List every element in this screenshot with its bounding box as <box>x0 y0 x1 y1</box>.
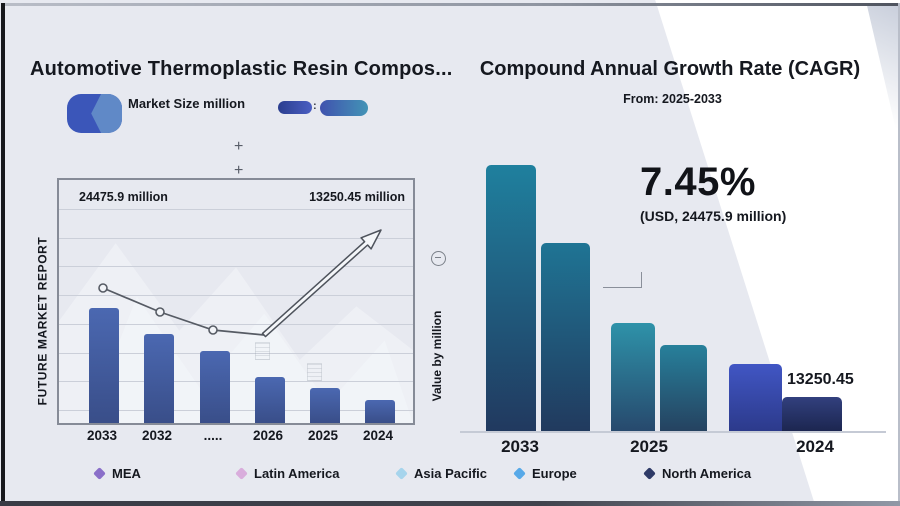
legend-label: Asia Pacific <box>414 466 487 481</box>
bar-2025 <box>310 388 340 423</box>
trend-marker <box>208 325 218 335</box>
left-chart-title: Automotive Thermoplastic Resin Compos... <box>30 58 453 80</box>
xlabel-.....: ..... <box>203 428 223 443</box>
cagr-bar <box>660 345 707 431</box>
xlabel-2033: 2033 <box>86 428 118 443</box>
bar-2033 <box>89 308 119 423</box>
watermark-icon <box>307 363 322 381</box>
cagr-summary: 7.45% (USD, 24475.9 million) <box>640 160 890 224</box>
gridline <box>59 295 413 297</box>
legend-marker-icon <box>93 467 106 480</box>
cagr-note: (USD, 24475.9 million) <box>640 208 787 224</box>
cagr-xlabel-2033: 2033 <box>501 437 539 456</box>
bar-2026 <box>255 377 285 423</box>
gridline <box>59 209 413 210</box>
zoom-out-icon[interactable] <box>431 251 446 266</box>
market-size-plot <box>59 180 413 423</box>
legend-marker-icon <box>395 467 408 480</box>
legend-item-asia-pacific: Asia Pacific <box>395 466 487 481</box>
legend-marker-icon <box>513 467 526 480</box>
cagr-xlabel-2024: 2024 <box>796 437 834 456</box>
bracket-decoration <box>603 272 642 288</box>
growth-arrow-icon <box>261 229 382 338</box>
bar-2032 <box>144 334 174 423</box>
x-axis-line <box>460 431 886 433</box>
market-size-chart: 24475.9 million 13250.45 million <box>57 178 415 425</box>
cagr-bar <box>611 323 655 431</box>
gridline <box>59 323 413 325</box>
trend-marker <box>155 307 165 317</box>
plus-mark-icon: + <box>234 162 244 179</box>
cagr-bar <box>782 397 842 431</box>
market-size-xlabels: 2033 2032..... 2026 2025 2024 <box>57 428 415 446</box>
cagr-bar <box>486 165 536 431</box>
frame-left <box>1 3 5 506</box>
end-value-annotation: 13250.45 million <box>309 190 405 204</box>
gridline <box>59 352 413 354</box>
frame-bottom <box>0 501 900 506</box>
market-size-legend-label: Market Size million <box>128 96 246 111</box>
start-value-annotation: 24475.9 million <box>79 190 168 204</box>
xlabel-2024: 2024 <box>362 428 394 443</box>
legend-item-latin-america: Latin America <box>235 466 340 481</box>
legend-marker-icon <box>643 467 656 480</box>
legend-label: Europe <box>532 466 577 481</box>
market-size-icon <box>67 94 122 133</box>
legend-label: Latin America <box>254 466 340 481</box>
cagr-end-value-annotation: 13250.45 <box>787 371 854 388</box>
region-legend: MEA Latin America Asia Pacific Europe North … <box>0 466 900 486</box>
trend-marker <box>98 283 108 293</box>
legend-label: North America <box>662 466 752 481</box>
gridline <box>59 409 413 411</box>
legend-item-europe: Europe <box>513 466 577 481</box>
gradient-pill-icon-left <box>278 101 312 114</box>
trend-line <box>98 229 382 338</box>
market-size-icon-facet <box>91 94 122 133</box>
xlabel-2026: 2026 <box>252 428 284 443</box>
gradient-pill-icon-right <box>320 100 368 116</box>
legend-marker-icon <box>235 467 248 480</box>
xlabel-2032: 2032 <box>141 428 173 443</box>
xlabel-2025: 2025 <box>307 428 339 443</box>
gridline <box>59 237 413 239</box>
watermark-icon <box>255 342 270 360</box>
plus-mark-icon: + <box>234 138 244 155</box>
cagr-bars: 2033 2025 2024 <box>460 150 886 456</box>
bar-..... <box>200 351 230 423</box>
gridline <box>59 381 413 383</box>
cagr-bar <box>729 364 782 431</box>
cagr-xlabel-2025: 2025 <box>630 437 668 456</box>
legend-item-north-america: North America <box>643 466 752 481</box>
pill-separator: : <box>313 100 317 112</box>
right-chart-title: Compound Annual Growth Rate (CAGR) <box>479 58 861 80</box>
right-chart-subtitle: From: 2025-2033 <box>623 92 722 106</box>
frame-right <box>898 3 900 506</box>
y-axis-label: Value by million <box>430 310 444 402</box>
legend-item-mea: MEA <box>93 466 141 481</box>
brand-vertical-label: FUTURE MARKET REPORT <box>35 236 50 406</box>
legend-label: MEA <box>112 466 141 481</box>
cagr-value: 7.45% <box>640 160 756 204</box>
frame-top <box>1 3 900 6</box>
cagr-bar <box>541 243 590 431</box>
gridline <box>59 266 413 268</box>
bar-2024 <box>365 400 395 423</box>
